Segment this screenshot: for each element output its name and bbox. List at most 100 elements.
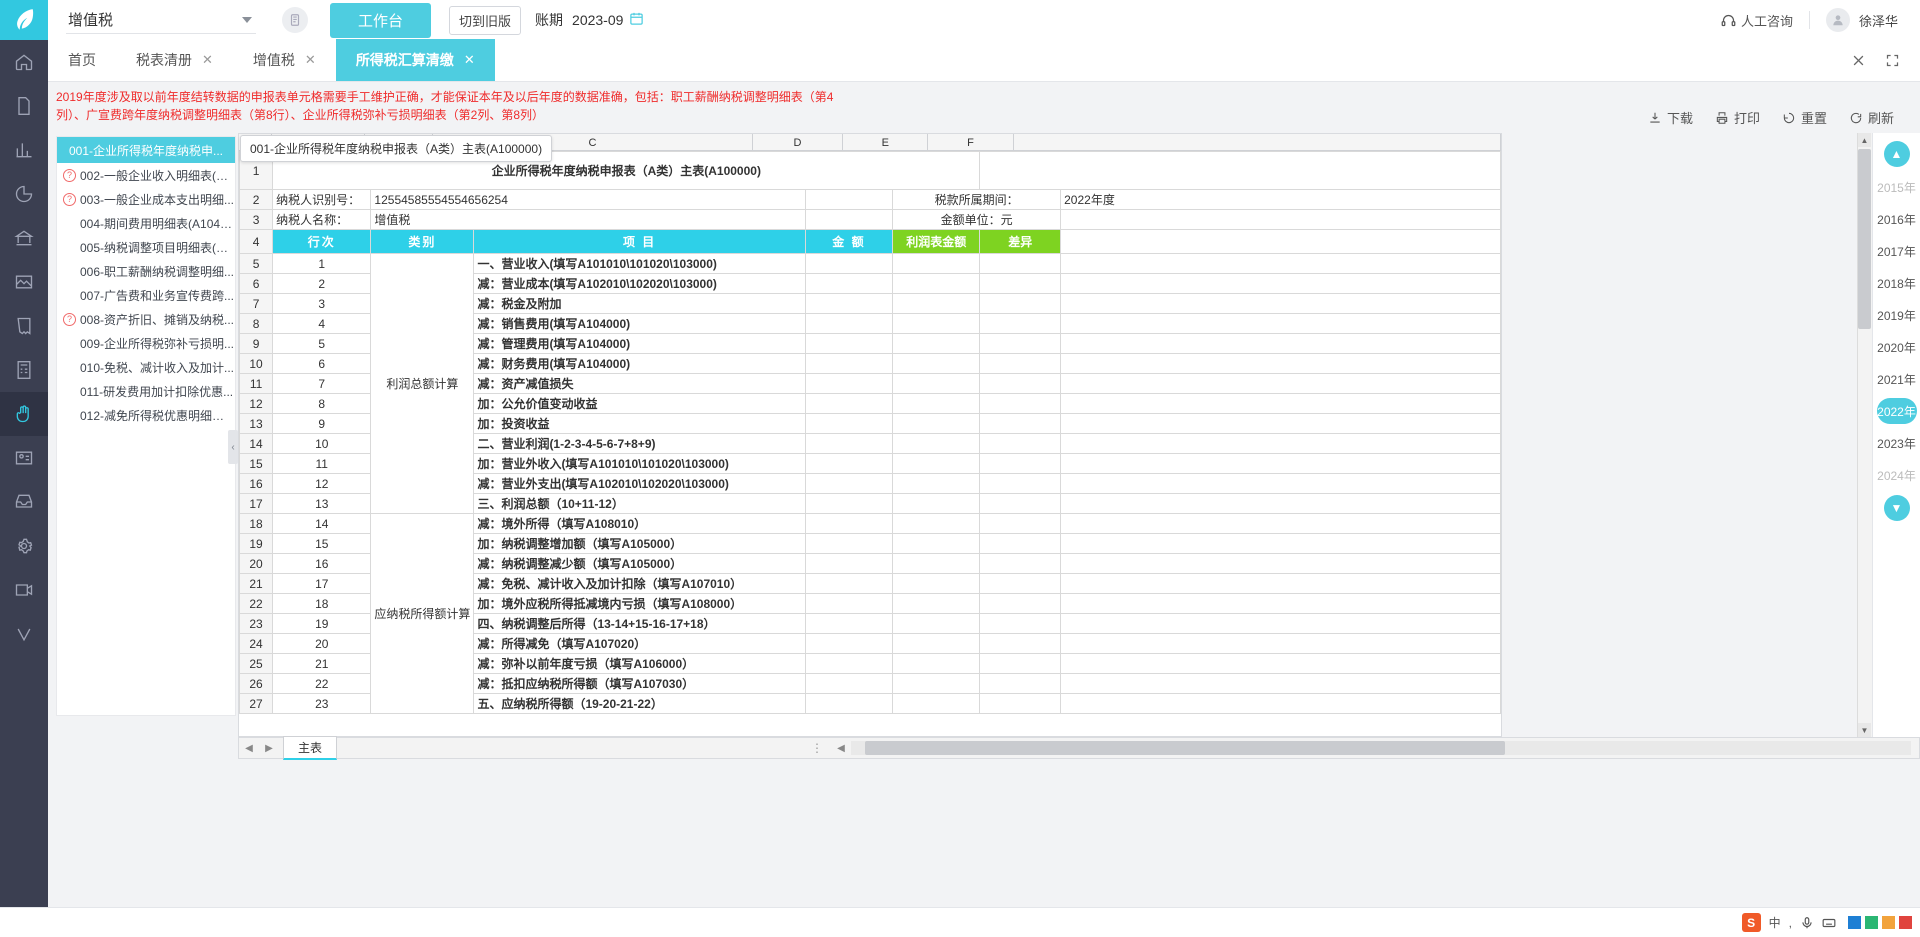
blank-cell[interactable] [1060,413,1501,434]
cell-row-no[interactable]: 2 [272,273,372,294]
cell-diff[interactable] [979,473,1062,494]
cell-item[interactable]: 减：抵扣应纳税所得额（填写A107030） [473,673,806,694]
taskbar-color-square-2[interactable] [1882,916,1895,929]
row-header-20[interactable]: 20 [239,553,274,574]
reset-button[interactable]: 重置 [1782,108,1827,127]
year-item-2023年[interactable]: 2023年 [1877,436,1916,451]
cell-amount[interactable] [804,493,894,514]
cell-item[interactable]: 三、利润总额（10+11-12） [473,493,806,514]
blank-cell[interactable] [1060,273,1501,294]
cell-amount[interactable] [804,253,894,274]
row-header-15[interactable]: 15 [239,453,274,474]
tab-1[interactable]: 税表清册 ✕ [116,39,233,81]
clipboard-icon[interactable] [282,7,308,33]
cell-row-no[interactable]: 3 [272,293,372,314]
cell-amount[interactable] [804,533,894,554]
cell-item[interactable]: 加：境外应税所得抵减境内亏损（填写A108000） [473,593,806,614]
header-category[interactable]: 类别 [370,229,475,254]
cell-amount[interactable] [804,633,894,654]
cell-amount[interactable] [804,353,894,374]
cell-amount[interactable] [804,373,894,394]
cell-item[interactable]: 减：弥补以前年度亏损（填写A106000） [473,653,806,674]
blank-cell[interactable] [979,151,1501,190]
row-header-14[interactable]: 14 [239,433,274,454]
year-item-2017年[interactable]: 2017年 [1877,244,1916,259]
rail-settings-icon[interactable] [0,524,48,568]
cell-profit[interactable] [892,673,981,694]
taskbar-color-square-3[interactable] [1899,916,1912,929]
row-header-7[interactable]: 7 [239,293,274,314]
cell-profit[interactable] [892,413,981,434]
row-header-3[interactable]: 3 [239,209,274,230]
table-row[interactable]: 27 23 五、应纳税所得额（19-20-21-22） [239,693,1501,714]
tax-type-select[interactable]: 增值税 [66,6,256,34]
form-list-item-4[interactable]: 005-纳税调整项目明细表(A1... [57,235,235,259]
header-row-no[interactable]: 行次 [272,229,372,254]
chevron-up-icon[interactable]: ▲ [1883,141,1910,167]
cell-profit[interactable] [892,513,981,534]
cell-diff[interactable] [979,433,1062,454]
blank-cell[interactable] [1060,373,1501,394]
form-list-item-10[interactable]: 011-研发费用加计扣除优惠... [57,379,235,403]
column-header-blank-7[interactable] [1014,134,1501,151]
cell-diff[interactable] [979,493,1062,514]
cell-profit[interactable] [892,693,981,714]
cell-amount[interactable] [804,593,894,614]
cell-item[interactable]: 减：纳税调整减少额（填写A105000） [473,553,806,574]
print-button[interactable]: 打印 [1715,108,1760,127]
blank-cell[interactable] [1060,533,1501,554]
row-header-6[interactable]: 6 [239,273,274,294]
rail-home-icon[interactable] [0,40,48,84]
rail-chart-icon[interactable] [0,128,48,172]
blank-cell[interactable] [1060,209,1501,230]
cell-profit[interactable] [892,533,981,554]
rail-image-icon[interactable] [0,260,48,304]
form-list-item-0[interactable]: 001-企业所得税年度纳税申... [57,137,235,163]
row-header-16[interactable]: 16 [239,473,274,494]
cell-amount[interactable] [804,553,894,574]
rail-id-icon[interactable] [0,436,48,480]
horizontal-scroll-thumb[interactable] [865,741,1505,755]
column-header-F[interactable]: F [928,134,1014,151]
tab-0[interactable]: 首页 [48,39,116,81]
table-row[interactable]: 12 8 加：公允价值变动收益 [239,393,1501,414]
cell-amount[interactable] [804,693,894,714]
row-header-12[interactable]: 12 [239,393,274,414]
cell-row-no[interactable]: 16 [272,553,372,574]
blank-cell[interactable] [804,209,894,230]
year-item-2018年[interactable]: 2018年 [1877,276,1916,291]
cell-amount[interactable] [804,653,894,674]
row-header-18[interactable]: 18 [239,513,274,534]
rail-invoice-icon[interactable] [0,304,48,348]
cell-profit[interactable] [892,273,981,294]
cell-amount[interactable] [804,513,894,534]
blank-cell[interactable] [1060,553,1501,574]
cell-amount[interactable] [804,673,894,694]
row-header-2[interactable]: 2 [239,189,274,210]
cell-profit[interactable] [892,353,981,374]
cell-row-no[interactable]: 9 [272,413,372,434]
cell-diff[interactable] [979,533,1062,554]
column-header-E[interactable]: E [843,134,929,151]
cell-profit[interactable] [892,473,981,494]
cell-item[interactable]: 减：管理费用(填写A104000) [473,333,806,354]
vertical-scroll-thumb[interactable] [1858,149,1871,329]
cell-row-no[interactable]: 7 [272,373,372,394]
blank-cell[interactable] [1060,313,1501,334]
cell-amount[interactable] [804,573,894,594]
active-form-pill[interactable]: 001-企业所得税年度纳税申报表（A类）主表(A100000) [240,135,553,162]
year-item-2019年[interactable]: 2019年 [1877,308,1916,323]
rail-hand-icon[interactable] [0,392,48,436]
blank-cell[interactable] [1060,333,1501,354]
cell-diff[interactable] [979,613,1062,634]
rail-calculator-icon[interactable] [0,348,48,392]
cell-item[interactable]: 减：营业成本(填写A102010\102020\103000) [473,273,806,294]
cell-row-no[interactable]: 5 [272,333,372,354]
cell-diff[interactable] [979,593,1062,614]
blank-cell[interactable] [1060,613,1501,634]
form-list-item-1[interactable]: ? 002-一般企业收入明细表(A1... [57,163,235,187]
cell-item[interactable]: 五、应纳税所得额（19-20-21-22） [473,693,806,714]
blank-cell[interactable] [1060,473,1501,494]
cell-diff[interactable] [979,693,1062,714]
row-header-25[interactable]: 25 [239,653,274,674]
